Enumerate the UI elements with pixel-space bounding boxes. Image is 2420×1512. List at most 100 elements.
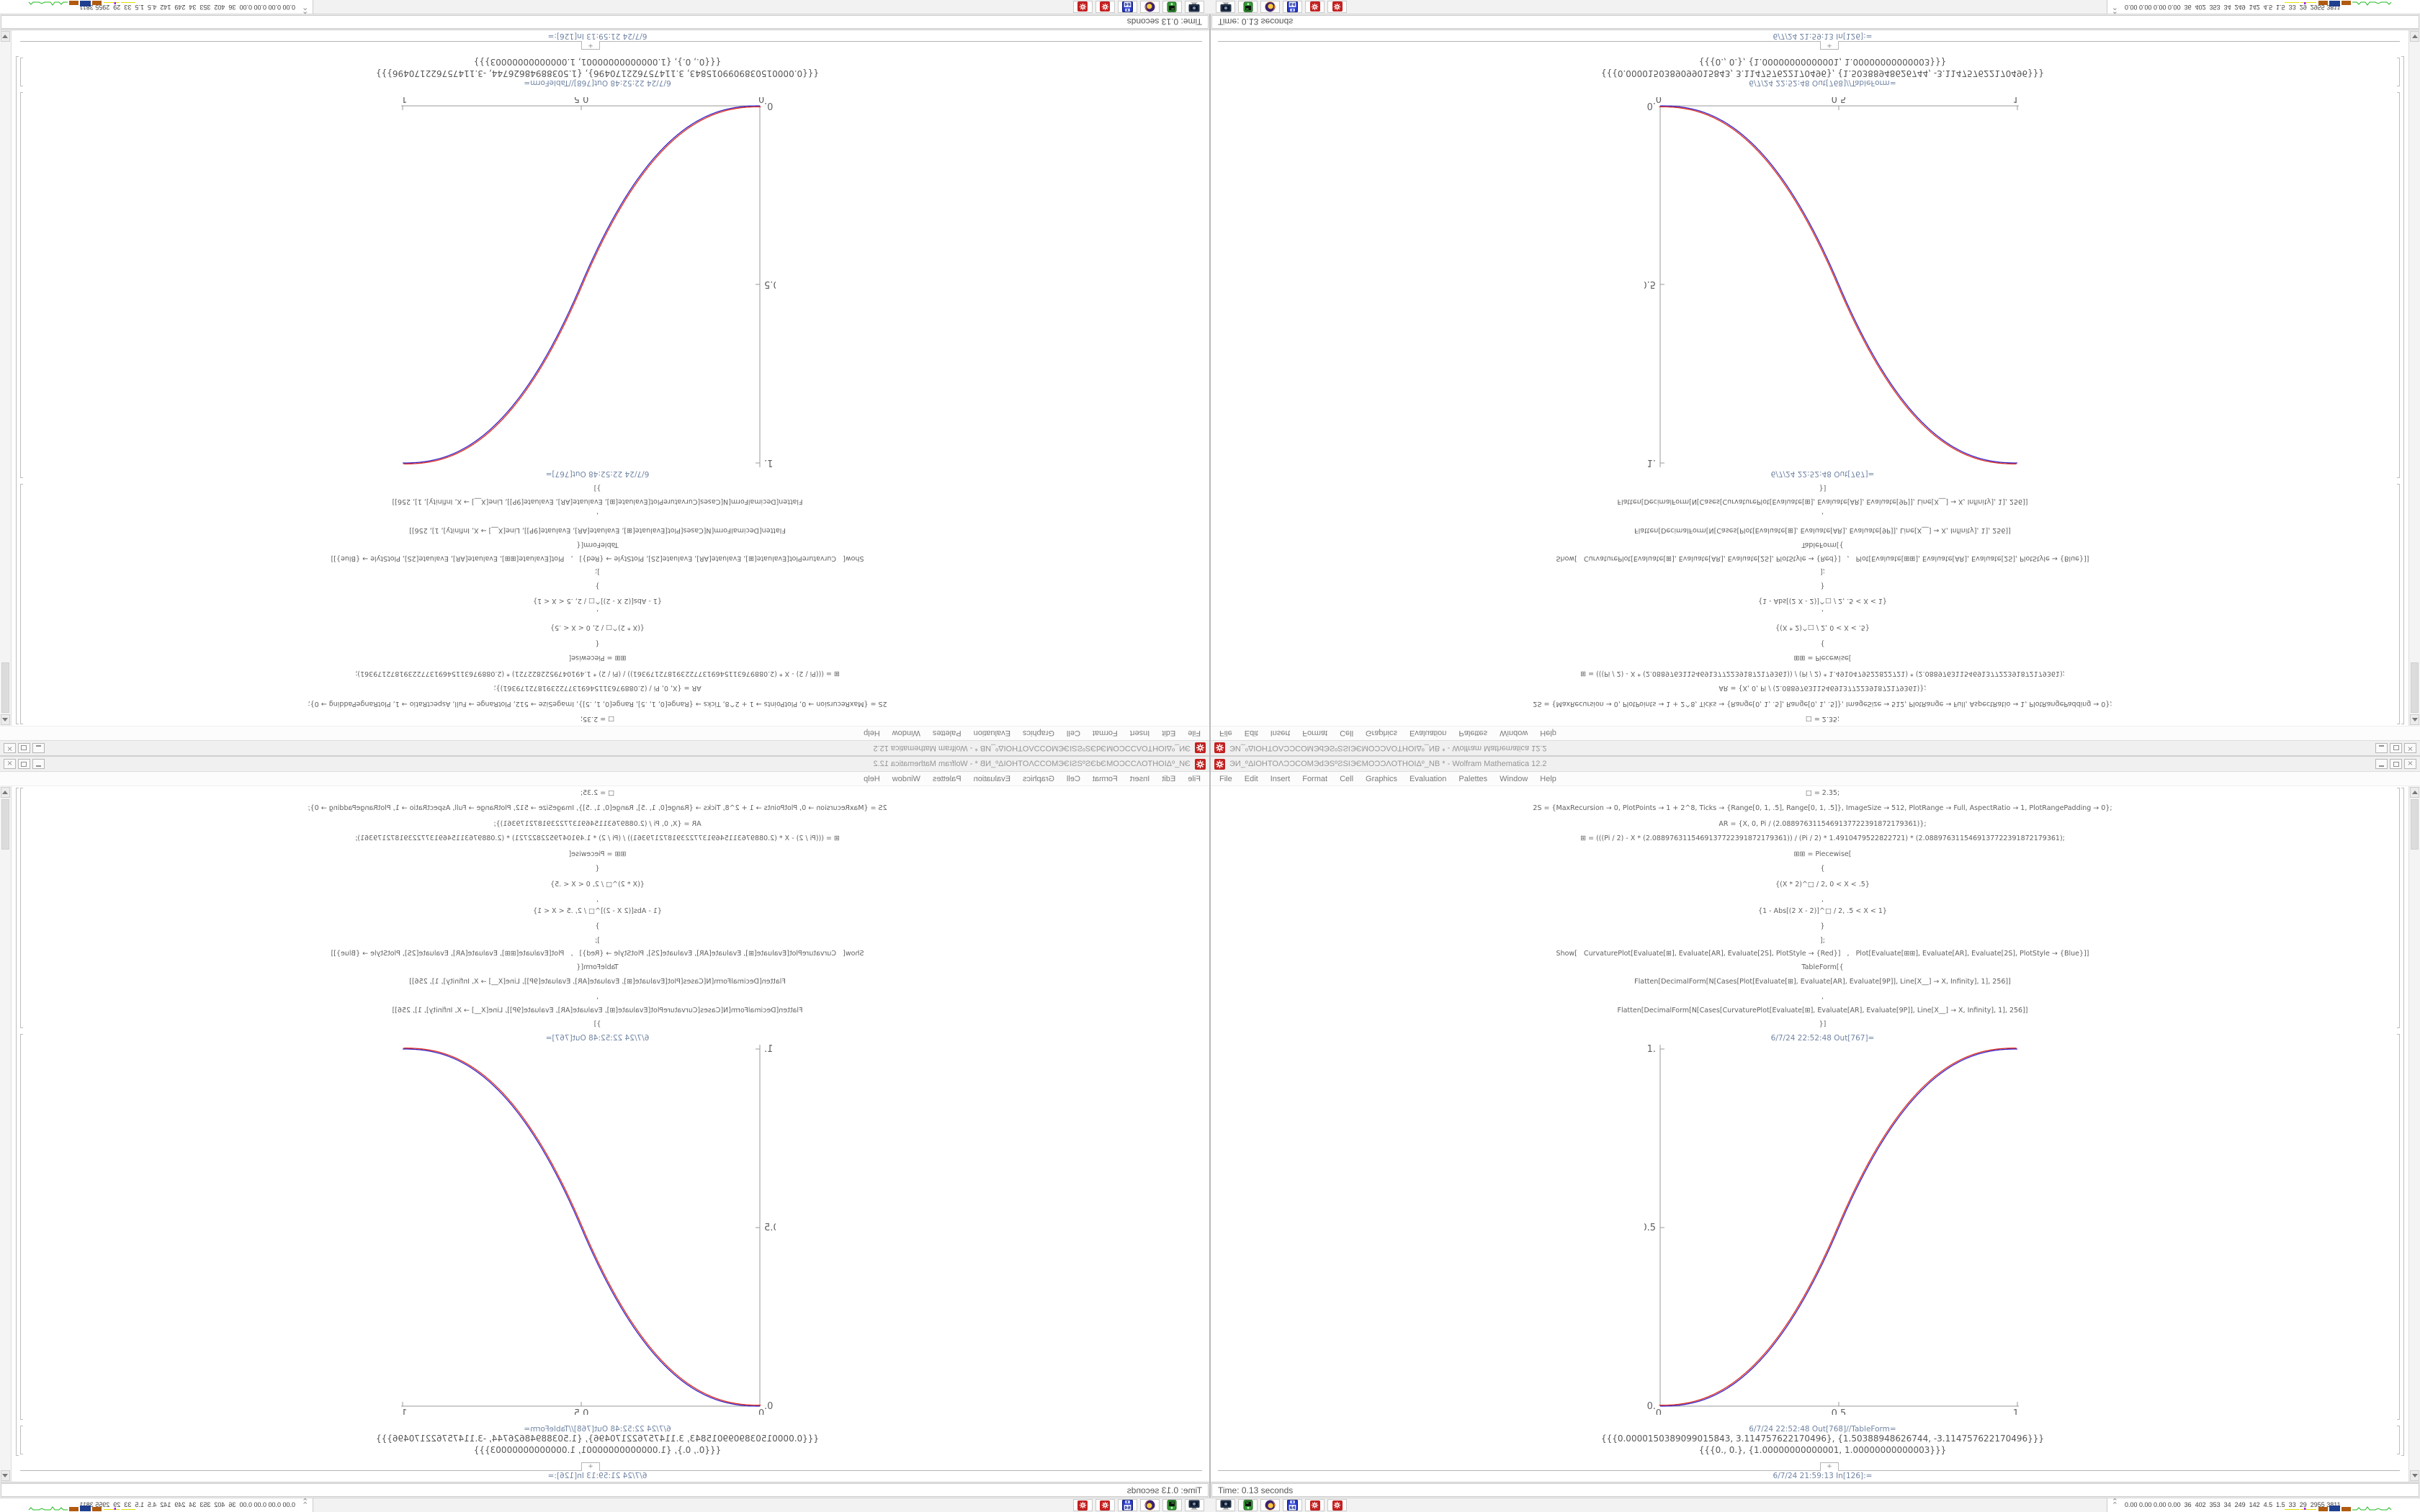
code-line[interactable]: AR = {X, 0, Pi / (2.08897631154691377223… [1718,684,1927,692]
taskbar-floppy64-button[interactable]: 64 [1118,1,1137,13]
code-line[interactable]: ⊞ = (((Pi / 2) - X * (2.0889763115469137… [355,670,840,678]
cell-bracket-table-output[interactable] [20,58,23,86]
scroll-down-button[interactable] [1,31,10,42]
cell-bracket-plot-output[interactable] [20,1034,23,1420]
scrollbar-thumb[interactable] [1,662,9,713]
scroll-up-button[interactable] [2410,714,2419,725]
code-line[interactable]: TableForm[{ [576,541,619,549]
taskbar-mathematica-button[interactable] [1073,1,1093,13]
code-line[interactable]: ⊞ = (((Pi / 2) - X * (2.0889763115469137… [1580,670,2065,678]
output-plot-cell[interactable]: 0. 0.5 1. 0. 0.5 1. [1641,93,2022,468]
code-line[interactable]: ]; [595,937,600,945]
scroll-up-button[interactable] [1,787,10,798]
menu-palettes[interactable]: Palettes [1458,729,1488,738]
output-plot-cell[interactable]: 0. 0.5 1. 0. 0.5 1. [398,1044,779,1419]
taskbar-system-utility-button[interactable] [1238,1499,1258,1511]
cell-insert-plus-tab[interactable]: + [1820,41,1839,50]
window-titlebar[interactable]: ЭИ_ºΔIOHTOΛƆƆCOMЭdЭSºƧSIЭЄMOƆƆΛOTHOIΔº_N… [1211,757,2420,772]
cell-bracket-plot-output[interactable] [2397,1034,2400,1420]
cell-insertion-line[interactable] [20,1470,1202,1471]
code-line[interactable]: Flatten[DecimalForm[N[Cases[CurvaturePlo… [1617,498,2028,505]
menu-file[interactable]: File [1219,774,1232,783]
menu-help[interactable]: Help [864,774,880,783]
taskbar-virtual-machine-button[interactable] [1185,1499,1204,1511]
code-line[interactable]: , [596,993,599,1001]
window-titlebar[interactable]: ЭИ_ºΔIOHTOΛƆƆCOMЭdЭSºƧSIЭЄMOƆƆΛOTHOIΔº_N… [0,740,1209,755]
code-line[interactable]: TableForm[{ [1801,541,1844,549]
tray-expand-chevron-icon[interactable]: ^ ^ [2112,4,2118,14]
scrollbar-thumb[interactable] [2411,662,2419,713]
code-line[interactable]: {(X * 2)^□ / 2, 0 < X < .5} [1775,624,1870,631]
close-button[interactable]: × [4,759,16,769]
scroll-down-button[interactable] [1,1470,10,1481]
code-line[interactable]: }] [593,1020,601,1028]
code-line[interactable]: Flatten[DecimalForm[N[Cases[Plot[Evaluat… [409,978,786,986]
code-line[interactable]: AR = {X, 0, Pi / (2.08897631154691377223… [1718,820,1927,828]
menu-window[interactable]: Window [892,774,920,783]
tray-expand-chevron-icon[interactable]: ^ ^ [302,4,308,14]
cell-group-bracket[interactable] [16,788,19,1456]
code-line[interactable]: {(X * 2)^□ / 2, 0 < X < .5} [550,881,645,888]
taskbar-mathematica-button[interactable] [1073,1499,1093,1511]
code-line[interactable]: 2S = {MaxRecursion → 0, PlotPoints → 1 +… [308,700,887,708]
menu-graphics[interactable]: Graphics [1366,774,1398,783]
code-line[interactable]: , [1821,511,1824,519]
taskbar-mathematica-button[interactable] [1327,1499,1347,1511]
notebook-content[interactable]: □ = 2.35; 2S = {MaxRecursion → 0, PlotPo… [1211,30,2420,726]
scrollbar-thumb[interactable] [2411,799,2419,850]
code-line[interactable]: □ = 2.35; [1805,715,1840,723]
close-button[interactable]: × [2404,759,2416,769]
close-button[interactable]: × [4,743,16,753]
code-line[interactable]: } [1820,582,1825,590]
cell-bracket-table-output[interactable] [20,1426,23,1454]
close-button[interactable]: × [2404,743,2416,753]
code-line[interactable]: {1 - Abs[(2 X - 2)]^□ / 2, .5 < X < 1} [533,907,662,915]
code-line[interactable]: ⊞⊞ = Piecewise[ [1793,850,1852,858]
minimize-button[interactable] [32,759,45,769]
maximize-button[interactable] [2390,759,2402,769]
cell-insertion-line[interactable] [1218,41,2400,42]
code-line[interactable]: □ = 2.35; [580,715,615,723]
cell-bracket-plot-output[interactable] [20,92,23,478]
cell-insert-plus-tab[interactable]: + [1820,1462,1839,1471]
code-line[interactable]: AR = {X, 0, Pi / (2.08897631154691377223… [493,820,702,828]
code-line[interactable]: } [1820,922,1825,930]
minimize-button[interactable] [32,743,45,753]
menu-window[interactable]: Window [1500,729,1528,738]
code-line[interactable]: } [595,922,600,930]
taskbar-mathematica-button[interactable] [1305,1,1325,13]
code-line[interactable]: 2S = {MaxRecursion → 0, PlotPoints → 1 +… [308,804,887,812]
taskbar-firefox-button[interactable] [1140,1,1160,13]
code-line[interactable]: }] [593,484,601,492]
code-line[interactable]: Flatten[DecimalForm[N[Cases[CurvaturePlo… [392,498,803,505]
cell-group-bracket[interactable] [2401,788,2404,1456]
code-line[interactable]: Flatten[DecimalForm[N[Cases[Plot[Evaluat… [1634,978,2011,986]
scroll-down-button[interactable] [2410,31,2419,42]
menu-window[interactable]: Window [1500,774,1528,783]
cell-group-bracket[interactable] [16,56,19,724]
vertical-scrollbar[interactable] [0,786,12,1482]
maximize-button[interactable] [18,743,30,753]
cell-bracket-input[interactable] [2397,484,2400,724]
menu-graphics[interactable]: Graphics [1022,774,1054,783]
code-line[interactable]: { [595,639,600,647]
code-line[interactable]: TableForm[{ [576,963,619,971]
code-line[interactable]: ]; [1820,937,1825,945]
window-titlebar[interactable]: ЭИ_ºΔIOHTOΛƆƆCOMЭdЭSºƧSIЭЄMOƆƆΛOTHOIΔº_N… [1211,740,2420,755]
menu-evaluation[interactable]: Evaluation [973,729,1010,738]
code-line[interactable]: 2S = {MaxRecursion → 0, PlotPoints → 1 +… [1533,700,2112,708]
menu-help[interactable]: Help [864,729,880,738]
cell-bracket-table-output[interactable] [2397,1426,2400,1454]
code-line[interactable]: Flatten[DecimalForm[N[Cases[CurvaturePlo… [1617,1007,2028,1014]
scrollbar-thumb[interactable] [1,799,9,850]
notebook-content[interactable]: □ = 2.35; 2S = {MaxRecursion → 0, PlotPo… [0,786,1209,1482]
taskbar-system-utility-button[interactable] [1162,1499,1182,1511]
menu-edit[interactable]: Edit [1244,729,1258,738]
code-line[interactable]: , [1821,608,1824,616]
menu-format[interactable]: Format [1092,729,1118,738]
menu-cell[interactable]: Cell [1340,729,1354,738]
menu-cell[interactable]: Cell [1066,774,1080,783]
scroll-down-button[interactable] [2410,1470,2419,1481]
taskbar-system-utility-button[interactable] [1238,1,1258,13]
code-line[interactable]: { [1820,639,1825,647]
